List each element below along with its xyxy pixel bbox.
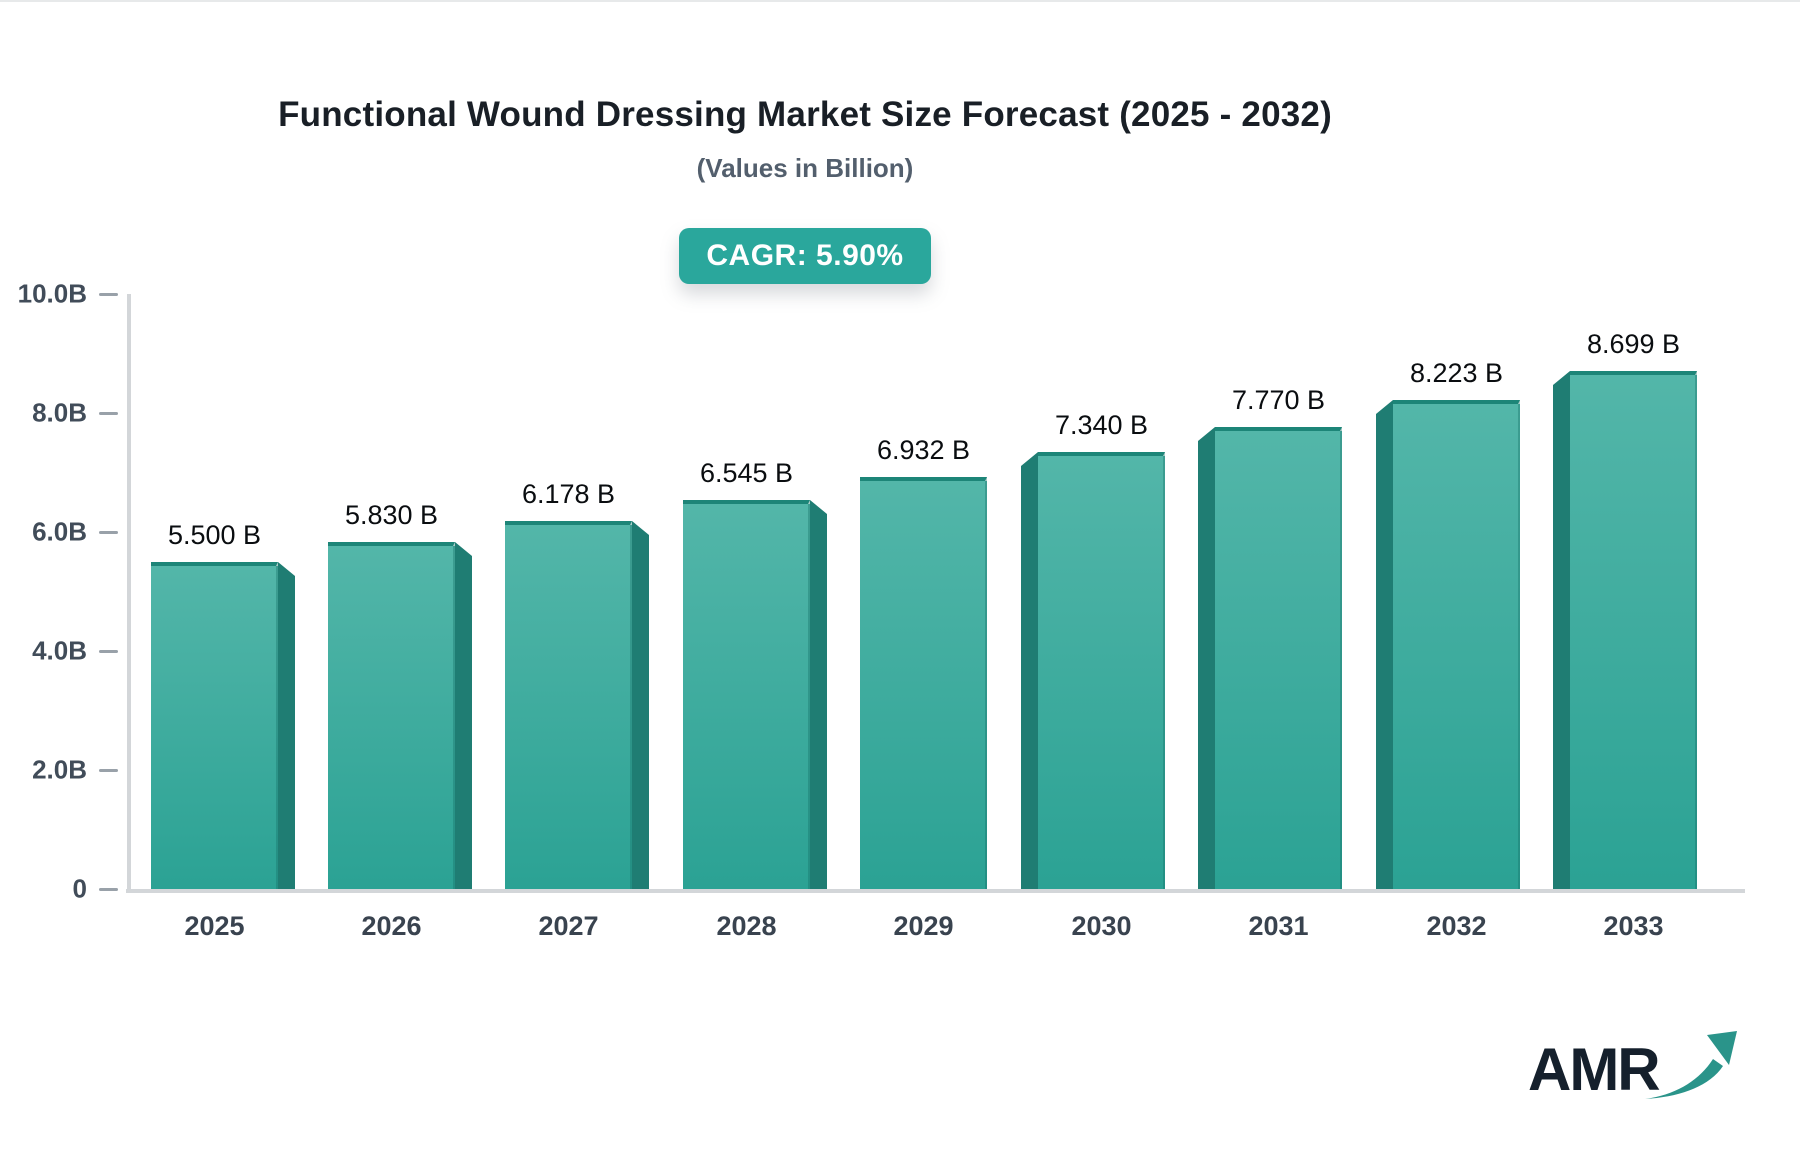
x-axis-label: 2032 bbox=[1426, 911, 1487, 941]
y-tick-label: 2.0B bbox=[32, 754, 87, 785]
bar-face bbox=[1038, 452, 1165, 889]
bar-value-label: 7.770 B bbox=[1231, 385, 1326, 415]
x-axis-label: 2031 bbox=[1248, 911, 1309, 941]
bar-2030: 7.340 B 2030 bbox=[1021, 410, 1165, 941]
y-tick-label: 8.0B bbox=[32, 397, 87, 428]
bar-value-label: 5.830 B bbox=[344, 500, 439, 530]
bar-face bbox=[328, 542, 455, 889]
bar-face bbox=[1393, 400, 1520, 889]
bar-2032: 8.223 B 2032 bbox=[1376, 358, 1520, 941]
bar-side-face bbox=[278, 562, 295, 889]
y-tick-label: 4.0B bbox=[32, 635, 87, 666]
bar-face bbox=[505, 521, 632, 889]
amr-logo-arrow-icon bbox=[1644, 1031, 1737, 1099]
bar-value-label: 7.340 B bbox=[1054, 410, 1149, 440]
bar-side-face bbox=[632, 521, 649, 889]
chart-header: Functional Wound Dressing Market Size Fo… bbox=[0, 2, 1610, 284]
bar-2028: 6.545 B 2028 bbox=[683, 458, 827, 941]
amr-logo: AMR bbox=[1528, 1031, 1737, 1106]
bar-face bbox=[683, 500, 810, 889]
bar-side-face bbox=[1553, 371, 1570, 889]
bar-2029: 6.932 B 2029 bbox=[860, 435, 987, 941]
x-axis-line bbox=[126, 889, 1745, 893]
amr-logo-text: AMR bbox=[1528, 1036, 1661, 1103]
bar-face bbox=[151, 562, 278, 889]
x-axis-label: 2025 bbox=[184, 911, 245, 941]
y-tick-mark bbox=[99, 887, 118, 891]
y-tick-mark bbox=[99, 649, 118, 653]
x-axis-label: 2026 bbox=[361, 911, 422, 941]
bar-2031: 7.770 B 2031 bbox=[1198, 385, 1342, 941]
bar-2027: 6.178 B 2027 bbox=[505, 479, 649, 941]
x-axis-label: 2028 bbox=[716, 911, 777, 941]
bar-2033: 8.699 B 2033 bbox=[1553, 329, 1697, 941]
y-tick-mark bbox=[99, 411, 118, 415]
y-axis-line bbox=[127, 294, 131, 893]
y-tick-mark bbox=[99, 530, 118, 534]
y-tick-label: 6.0B bbox=[32, 516, 87, 547]
bar-value-label: 8.223 B bbox=[1409, 358, 1504, 388]
bar-value-label: 6.545 B bbox=[699, 458, 794, 488]
chart-subtitle: (Values in Billion) bbox=[696, 153, 914, 183]
bar-face bbox=[1570, 371, 1697, 889]
y-axis-ticks: 10.0B 8.0B 6.0B 4.0B 2.0B 0 bbox=[18, 279, 1745, 904]
plot-area: 10.0B 8.0B 6.0B 4.0B 2.0B 0 5.500 B 2025 5.830 … bbox=[18, 279, 1745, 941]
y-tick-mark bbox=[99, 292, 118, 296]
y-tick-label: 0 bbox=[72, 873, 87, 904]
x-axis-label: 2030 bbox=[1071, 911, 1132, 941]
bar-series: 5.500 B 2025 5.830 B 2026 6.178 B 2027 6.545 B… bbox=[131, 294, 1745, 941]
y-tick-mark bbox=[99, 768, 118, 772]
bar-2026: 5.830 B 2026 bbox=[328, 500, 472, 941]
bar-value-label: 6.932 B bbox=[876, 435, 971, 465]
cagr-badge: CAGR: 5.90% bbox=[679, 228, 931, 284]
bar-face bbox=[1215, 427, 1342, 889]
bar-value-label: 5.500 B bbox=[167, 520, 262, 550]
x-axis-label: 2029 bbox=[893, 911, 954, 941]
x-axis-label: 2027 bbox=[538, 911, 599, 941]
bar-side-face bbox=[1021, 452, 1038, 889]
bar-value-label: 8.699 B bbox=[1586, 329, 1681, 359]
chart-title: Functional Wound Dressing Market Size Fo… bbox=[278, 95, 1332, 134]
bar-side-face bbox=[810, 500, 827, 889]
bar-face bbox=[860, 477, 987, 889]
bar-side-face bbox=[1198, 427, 1215, 889]
bar-side-face bbox=[1376, 400, 1393, 889]
bar-2025: 5.500 B 2025 bbox=[151, 520, 295, 941]
x-axis-label: 2033 bbox=[1603, 911, 1664, 941]
bar-side-face bbox=[455, 542, 472, 889]
y-tick-label: 10.0B bbox=[17, 278, 87, 309]
bar-value-label: 6.178 B bbox=[521, 479, 616, 509]
